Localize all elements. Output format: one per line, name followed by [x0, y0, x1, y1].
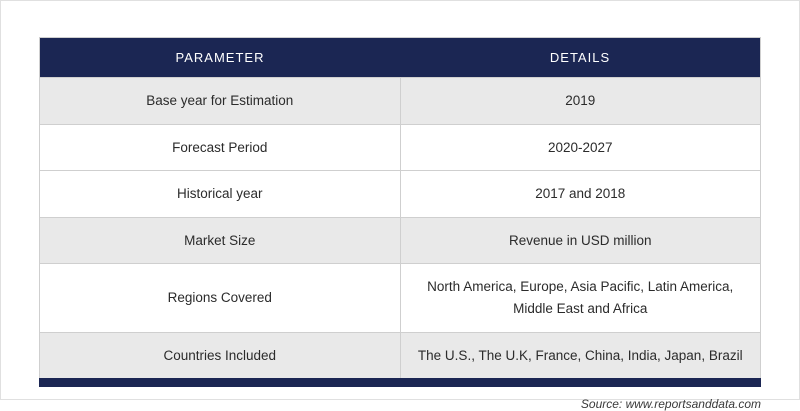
parameters-table: PARAMETER DETAILS Base year for Estimati… — [39, 37, 761, 379]
table-row: Base year for Estimation 2019 — [40, 77, 760, 124]
parameter-cell: Forecast Period — [40, 124, 401, 171]
table-bottom-accent-bar — [39, 378, 761, 388]
table-row: Market Size Revenue in USD million — [40, 216, 760, 264]
table-body: Base year for Estimation 2019 Forecast Per… — [40, 77, 760, 379]
details-cell: 2017 and 2018 — [535, 186, 626, 202]
table-row: Historical year 2017 and 2018 — [40, 170, 760, 217]
parameter-cell: Countries Included — [40, 332, 401, 379]
table-row: Forecast Period 2020-2027 — [40, 123, 760, 171]
details-cell: 2020-2027 — [547, 139, 613, 155]
details-cell: Revenue in USD million — [508, 232, 652, 248]
parameter-cell: Market Size — [40, 217, 401, 264]
table-header-row: PARAMETER DETAILS — [40, 38, 760, 77]
table-row: Regions Covered North America, Europe, As… — [40, 263, 760, 332]
column-header-parameter: PARAMETER — [175, 50, 265, 65]
parameter-cell: Base year for Estimation — [40, 78, 401, 124]
details-cell: 2019 — [565, 93, 596, 108]
parameter-cell: Historical year — [40, 171, 401, 217]
details-cell: North America, Europe, Asia Pacific, Lat… — [427, 279, 734, 316]
source-attribution: Source: www.reportsanddata.com — [580, 397, 761, 411]
details-cell: The U.S., The U.K, France, China, India,… — [417, 347, 743, 363]
parameter-cell: Regions Covered — [40, 264, 401, 332]
table-row: Countries Included The U.S., The U.K, Fra… — [40, 331, 760, 379]
column-header-details: DETAILS — [549, 50, 611, 65]
